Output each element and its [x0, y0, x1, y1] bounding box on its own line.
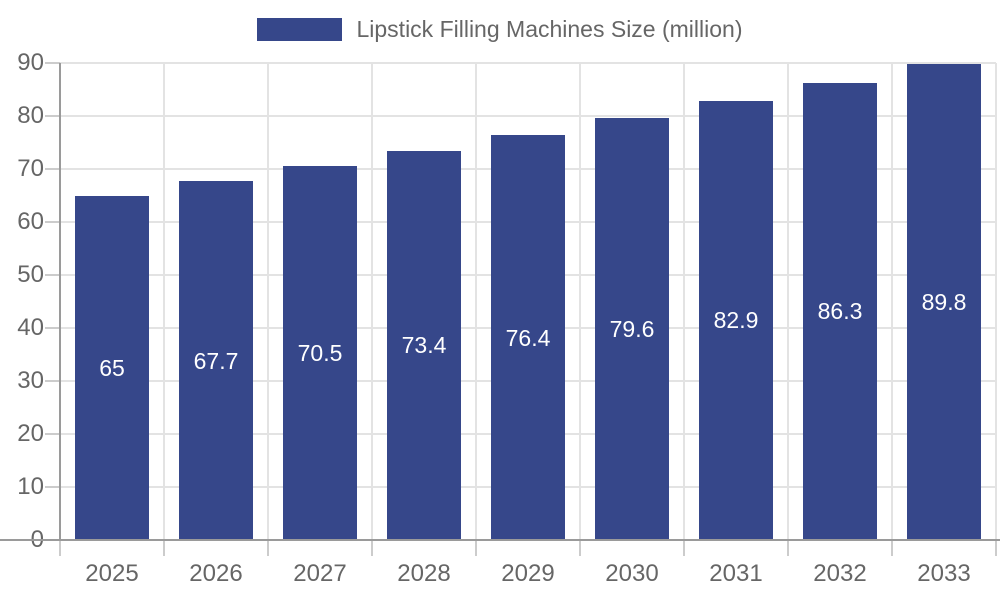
x-axis-tick: [891, 540, 893, 556]
y-tick-label: 40: [17, 314, 44, 341]
y-tick-label: 50: [17, 261, 44, 288]
x-axis-tick: [371, 540, 373, 556]
x-tick-label: 2026: [189, 560, 243, 587]
x-axis-tick: [59, 540, 61, 556]
x-tick-label: 2027: [293, 560, 347, 587]
bar-value-label: 67.7: [193, 347, 239, 374]
y-tick-label: 60: [17, 208, 44, 235]
x-axis-tick: [579, 540, 581, 556]
y-tick-label: 10: [17, 473, 44, 500]
gridline-h: [60, 115, 996, 117]
gridline-v: [267, 63, 269, 540]
bar-value-label: 76.4: [505, 324, 551, 351]
x-tick-label: 2028: [397, 560, 451, 587]
x-axis-line: [0, 539, 1000, 541]
bar[interactable]: [179, 181, 253, 540]
gridline-v: [683, 63, 685, 540]
y-axis-tick: [45, 433, 60, 435]
bar[interactable]: [907, 64, 981, 540]
gridline-v: [163, 63, 165, 540]
bar[interactable]: [283, 166, 357, 540]
x-tick-label: 2032: [813, 560, 867, 587]
bar[interactable]: [595, 118, 669, 540]
legend-label[interactable]: Lipstick Filling Machines Size (million): [356, 16, 743, 42]
gridline-v: [371, 63, 373, 540]
x-axis-tick: [683, 540, 685, 556]
x-tick-label: 2030: [605, 560, 659, 587]
y-tick-label: 20: [17, 420, 44, 447]
y-tick-label: 80: [17, 102, 44, 129]
y-axis-tick: [45, 168, 60, 170]
bar-value-label: 82.9: [713, 307, 759, 334]
y-axis-line: [59, 63, 61, 540]
x-tick-label: 2031: [709, 560, 763, 587]
bar-value-label: 89.8: [921, 289, 967, 316]
x-axis-tick: [475, 540, 477, 556]
x-axis-tick: [163, 540, 165, 556]
x-tick-label: 2029: [501, 560, 555, 587]
x-tick-label: 2025: [85, 560, 139, 587]
y-axis-tick: [45, 62, 60, 64]
y-axis-tick: [45, 486, 60, 488]
bar-value-label: 70.5: [297, 340, 343, 367]
y-tick-label: 30: [17, 367, 44, 394]
bar-value-label: 73.4: [401, 332, 447, 359]
x-tick-label: 2033: [917, 560, 971, 587]
y-tick-label: 70: [17, 155, 44, 182]
bar[interactable]: [803, 82, 877, 540]
gridline-v: [787, 63, 789, 540]
bar[interactable]: [699, 100, 773, 540]
gridline-h: [60, 62, 996, 64]
y-axis-tick: [45, 221, 60, 223]
gridline-v: [579, 63, 581, 540]
x-axis-tick: [787, 540, 789, 556]
legend-swatch-icon[interactable]: [257, 18, 343, 41]
y-axis-tick: [45, 327, 60, 329]
y-axis-tick: [45, 274, 60, 276]
gridline-v: [891, 63, 893, 540]
y-axis-tick: [45, 380, 60, 382]
x-axis-tick: [995, 540, 997, 556]
legend[interactable]: Lipstick Filling Machines Size (million): [0, 16, 1000, 43]
bar-value-label: 79.6: [609, 316, 655, 343]
y-tick-label: 90: [17, 49, 44, 76]
y-axis-tick: [45, 115, 60, 117]
bar[interactable]: [491, 135, 565, 540]
gridline-v: [475, 63, 477, 540]
bar-value-label: 86.3: [817, 298, 863, 325]
x-axis-tick: [267, 540, 269, 556]
bar-value-label: 65: [99, 354, 125, 381]
gridline-v: [995, 63, 997, 540]
bar[interactable]: [75, 195, 149, 540]
bar[interactable]: [387, 150, 461, 540]
